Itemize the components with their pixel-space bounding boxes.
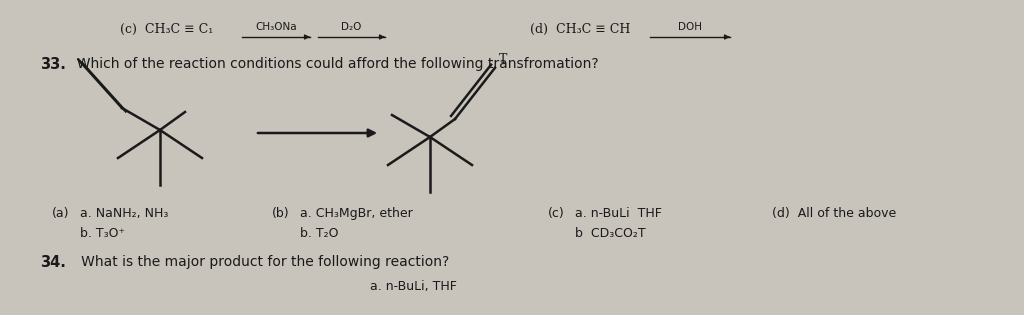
Text: a. NaNH₂, NH₃: a. NaNH₂, NH₃ — [80, 207, 168, 220]
Text: 33.: 33. — [40, 57, 66, 72]
Text: (c): (c) — [548, 207, 565, 220]
Text: (d)  All of the above: (d) All of the above — [772, 207, 896, 220]
Text: a. n-BuLi  THF: a. n-BuLi THF — [575, 207, 662, 220]
Text: 34.: 34. — [40, 255, 66, 270]
Text: a. n-BuLi, THF: a. n-BuLi, THF — [370, 280, 457, 293]
Text: (a): (a) — [52, 207, 70, 220]
Text: b. T₂O: b. T₂O — [300, 227, 339, 240]
Text: What is the major product for the following reaction?: What is the major product for the follow… — [68, 255, 450, 269]
Text: T: T — [499, 53, 508, 66]
Text: D₂O: D₂O — [341, 22, 361, 32]
Text: DOH: DOH — [678, 22, 702, 32]
Text: (c)  CH₃C ≡ C₁: (c) CH₃C ≡ C₁ — [120, 23, 213, 36]
Text: a. CH₃MgBr, ether: a. CH₃MgBr, ether — [300, 207, 413, 220]
Text: b. T₃O⁺: b. T₃O⁺ — [80, 227, 125, 240]
Text: Which of the reaction conditions could afford the following transfromation?: Which of the reaction conditions could a… — [68, 57, 599, 71]
Text: (d)  CH₃C ≡ CH: (d) CH₃C ≡ CH — [530, 23, 631, 36]
Text: CH₃ONa: CH₃ONa — [255, 22, 297, 32]
Text: (b): (b) — [272, 207, 290, 220]
Text: b  CD₃CO₂T: b CD₃CO₂T — [575, 227, 645, 240]
